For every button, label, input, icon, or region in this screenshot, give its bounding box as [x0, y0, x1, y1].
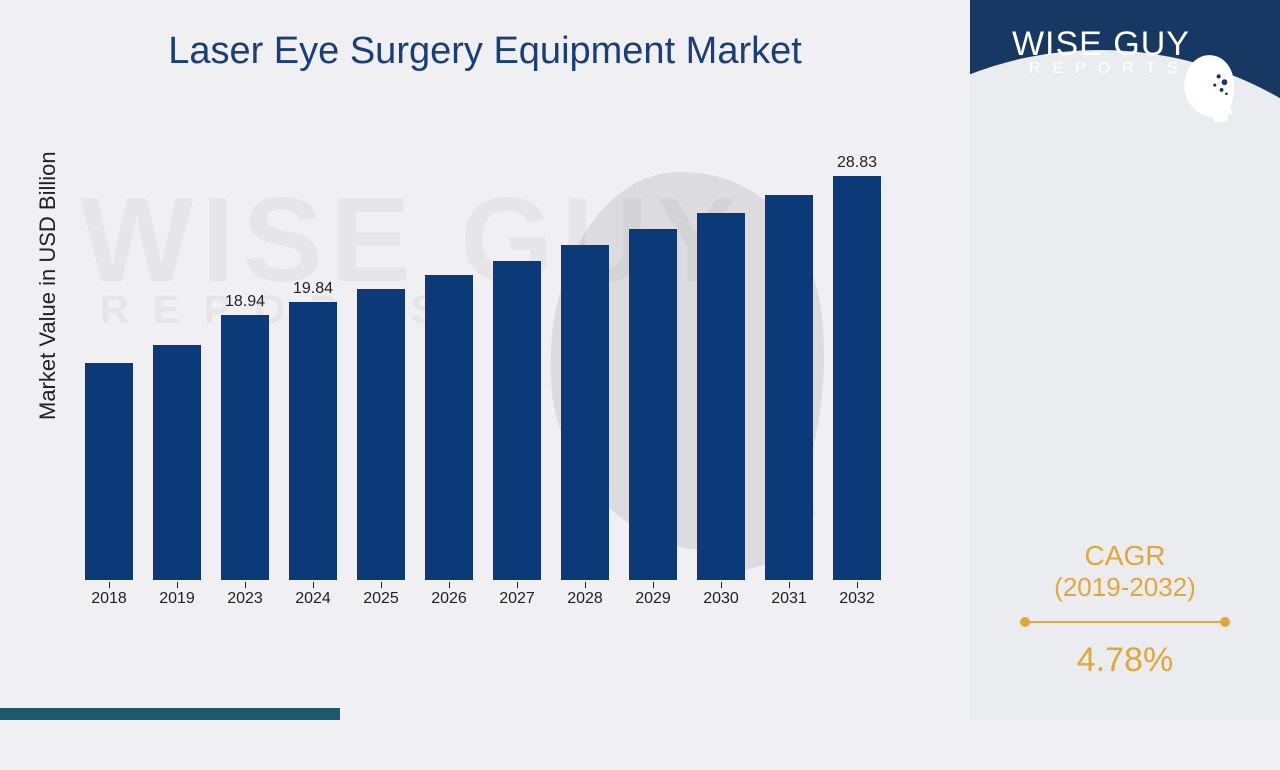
bar-wrap: 28.83 [833, 154, 881, 580]
xtick-mark [789, 582, 790, 588]
xtick-label: 2019 [153, 590, 201, 608]
xtick-label: 2031 [765, 590, 813, 608]
bar [85, 363, 133, 580]
xtick-label: 2026 [425, 590, 473, 608]
bar-wrap: 19.84 [289, 280, 337, 580]
bar-value-label: 28.83 [837, 154, 877, 172]
xtick-mark [653, 582, 654, 588]
bar [425, 275, 473, 580]
bar-wrap [85, 363, 133, 580]
cagr-divider [1025, 621, 1225, 623]
xtick-label: 2028 [561, 590, 609, 608]
bar-wrap [629, 229, 677, 580]
chart-ylabel: Market Value in USD Billion [35, 151, 61, 420]
bar [833, 176, 881, 580]
bar [561, 245, 609, 580]
bar-wrap [493, 261, 541, 580]
xtick-label: 2024 [289, 590, 337, 608]
bar-value-label: 19.84 [293, 280, 333, 298]
bar-wrap [561, 245, 609, 580]
logo-head-icon [1180, 53, 1238, 123]
xtick-mark [109, 582, 110, 588]
xtick-mark [381, 582, 382, 588]
xtick-mark [857, 582, 858, 588]
bar-wrap [765, 195, 813, 580]
cagr-title: CAGR [998, 540, 1252, 572]
xtick-label: 2027 [493, 590, 541, 608]
bar [289, 302, 337, 580]
chart-xaxis: 2018 2019 2023 2024 2025 2026 2027 2028 2029 2030… [85, 582, 905, 612]
logo-main-text: WISE GUY [1012, 25, 1190, 64]
bar [153, 345, 201, 580]
bar [357, 289, 405, 580]
cagr-value: 4.78% [998, 641, 1252, 680]
bar-wrap [357, 289, 405, 580]
xtick-label: 2025 [357, 590, 405, 608]
cagr-block: CAGR (2019-2032) 4.78% [998, 540, 1252, 680]
xtick-mark [721, 582, 722, 588]
xtick-label: 2030 [697, 590, 745, 608]
bar [629, 229, 677, 580]
bottom-accent-strip [0, 708, 340, 720]
xtick-mark [517, 582, 518, 588]
chart-plot-area: 18.9419.8428.83 [85, 160, 905, 580]
chart-main-area: WISE GUY REPORTS Laser Eye Surgery Equip… [0, 0, 970, 720]
bar-wrap [153, 345, 201, 580]
brand-logo: WISE GUY REPORTS [1012, 25, 1260, 78]
xtick-label: 2032 [833, 590, 881, 608]
bar-wrap [425, 275, 473, 580]
xtick-label: 2018 [85, 590, 133, 608]
xtick-label: 2023 [221, 590, 269, 608]
cagr-period: (2019-2032) [998, 572, 1252, 603]
bar-wrap [697, 213, 745, 581]
xtick-mark [585, 582, 586, 588]
bar-value-label: 18.94 [225, 293, 265, 311]
xtick-label: 2029 [629, 590, 677, 608]
bar [221, 315, 269, 580]
bar-wrap: 18.94 [221, 293, 269, 580]
chart-title: Laser Eye Surgery Equipment Market [0, 30, 970, 73]
bar [493, 261, 541, 580]
bar [765, 195, 813, 580]
logo-sub-text: REPORTS [1012, 60, 1190, 78]
xtick-mark [449, 582, 450, 588]
bar [697, 213, 745, 581]
xtick-mark [313, 582, 314, 588]
xtick-mark [245, 582, 246, 588]
xtick-mark [177, 582, 178, 588]
